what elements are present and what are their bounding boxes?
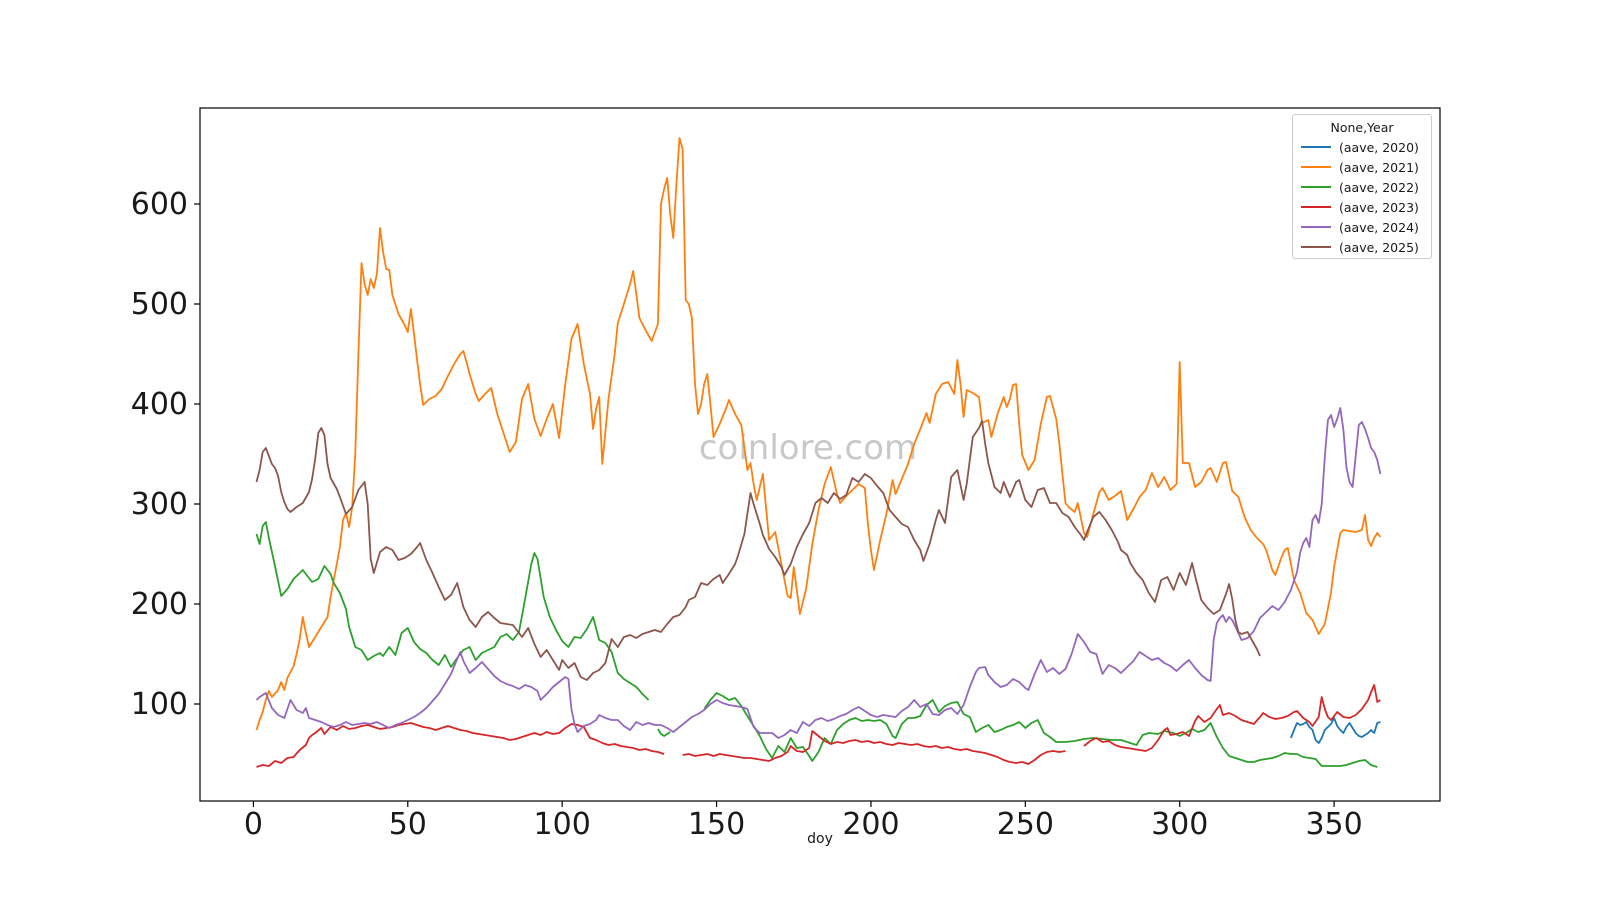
series-line-aave-2024	[255, 407, 1382, 739]
series-line-aave-2020	[1290, 717, 1381, 744]
plot-frame	[199, 107, 1441, 802]
x-tick-label: 150	[688, 807, 745, 842]
y-tick-label: 500	[131, 287, 188, 322]
legend-line-sample	[1301, 146, 1331, 148]
legend-label: (aave, 2020)	[1339, 139, 1419, 155]
legend-line-sample	[1301, 226, 1331, 228]
legend-line-sample	[1301, 206, 1331, 208]
series-line-aave-2025	[255, 420, 1261, 681]
series-line-aave-2023	[682, 730, 1066, 765]
legend-item-aave-2025: (aave, 2025)	[1293, 237, 1431, 257]
series-line-aave-2023	[1083, 684, 1381, 752]
legend-item-aave-2021: (aave, 2021)	[1293, 157, 1431, 177]
legend-label: (aave, 2024)	[1339, 219, 1419, 235]
series-line-aave-2022	[703, 692, 1378, 768]
legend-item-aave-2022: (aave, 2022)	[1293, 177, 1431, 197]
legend-item-aave-2020: (aave, 2020)	[1293, 137, 1431, 157]
y-tick-label: 100	[131, 687, 188, 722]
series-line-aave-2022	[657, 728, 671, 737]
series-line-aave-2022	[255, 521, 650, 701]
y-tick-label: 600	[131, 187, 188, 222]
series-line-aave-2021	[255, 137, 1382, 731]
legend-label: (aave, 2022)	[1339, 179, 1419, 195]
legend: None,Year (aave, 2020) (aave, 2021) (aave,…	[1292, 114, 1432, 259]
legend-item-aave-2024: (aave, 2024)	[1293, 217, 1431, 237]
legend-label: (aave, 2025)	[1339, 239, 1419, 255]
x-tick-label: 50	[389, 807, 427, 842]
x-tick-label: 250	[997, 807, 1054, 842]
legend-label: (aave, 2023)	[1339, 199, 1419, 215]
legend-items: (aave, 2020) (aave, 2021) (aave, 2022) (aav…	[1293, 137, 1431, 257]
legend-line-sample	[1301, 166, 1331, 168]
legend-title: None,Year	[1330, 120, 1394, 135]
legend-line-sample	[1301, 246, 1331, 248]
x-tick-label: 200	[842, 807, 899, 842]
legend-line-sample	[1301, 186, 1331, 188]
x-tick-label: 350	[1305, 807, 1362, 842]
y-tick-label: 300	[131, 487, 188, 522]
y-tick-label: 200	[131, 587, 188, 622]
legend-item-aave-2023: (aave, 2023)	[1293, 197, 1431, 217]
x-axis-label: doy	[807, 831, 833, 847]
legend-label: (aave, 2021)	[1339, 159, 1419, 175]
watermark: coinlore.com	[699, 428, 917, 468]
series-group	[255, 137, 1382, 768]
series-line-aave-2023	[256, 722, 665, 768]
x-tick-label: 100	[534, 807, 591, 842]
x-tick-label: 300	[1151, 807, 1208, 842]
y-tick-label: 400	[131, 387, 188, 422]
x-tick-label: 0	[244, 807, 263, 842]
